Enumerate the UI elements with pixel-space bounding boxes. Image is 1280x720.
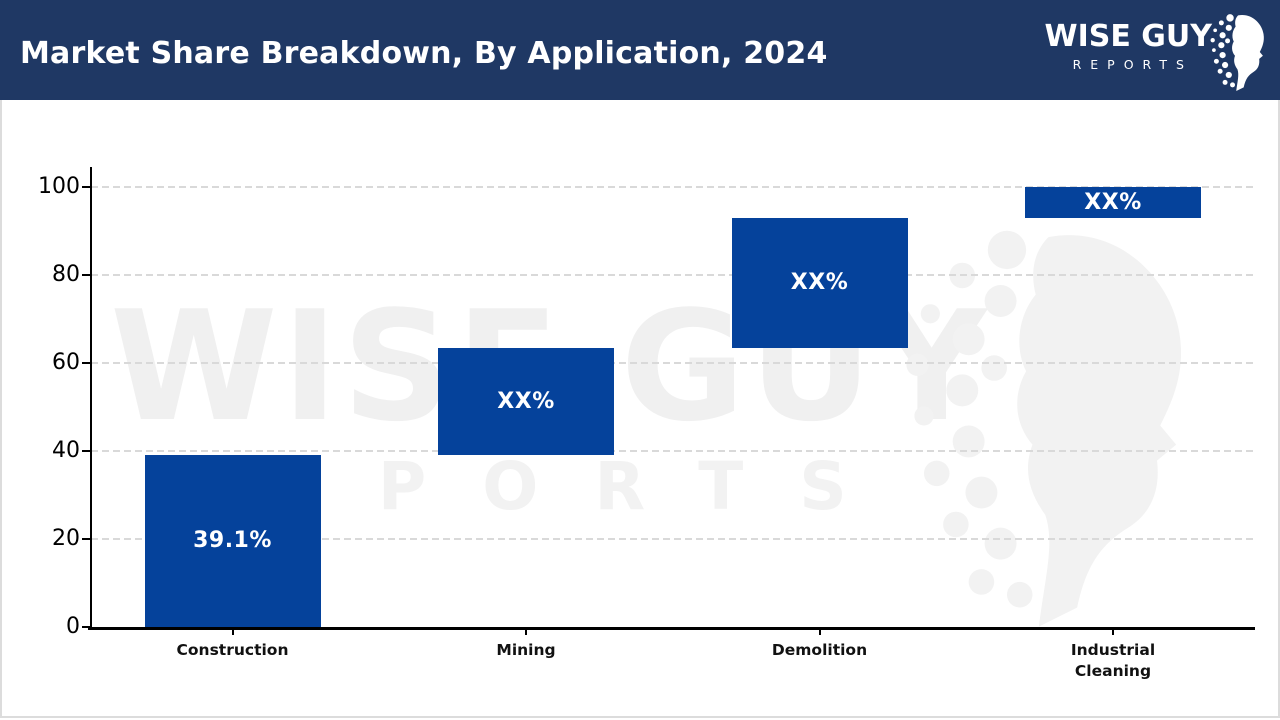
y-tick-40 (82, 450, 90, 452)
x-tick-0 (231, 630, 234, 635)
logo-wordmark-line2: REPORTS (1072, 57, 1193, 72)
logo-head-icon (1210, 14, 1264, 92)
bar-mining: XX% (438, 347, 614, 455)
gridline-40 (91, 450, 1254, 452)
bar-value-label: XX% (790, 270, 849, 296)
bar-industrial-cleaning: XX% (1025, 187, 1201, 219)
chart-area: WISE GUY REPORTS 0 20 40 60 80 100 39.1% Constr… (0, 100, 1280, 718)
bar-value-label: 39.1% (193, 528, 272, 554)
y-tick-20 (82, 538, 90, 540)
x-category-label-2: Demolition (771, 641, 868, 659)
bar-value-label: XX% (1084, 190, 1142, 216)
gridline-80 (91, 274, 1254, 276)
page-title: Market Share Breakdown, By Application, … (20, 36, 828, 71)
x-category-label-0: Construction (176, 641, 289, 659)
y-tick-label-0: 0 (66, 614, 80, 639)
brand-logo: WISE GUY REPORTS (1007, 4, 1272, 96)
y-tick-0 (82, 626, 90, 628)
y-tick-label-40: 40 (52, 438, 80, 463)
logo-wordmark: WISE GUY REPORTS (1044, 20, 1212, 74)
y-axis (90, 167, 92, 627)
gridline-100 (91, 186, 1254, 188)
bar-value-label: XX% (497, 388, 555, 414)
logo-wordmark-line1: WISE GUY (1044, 19, 1212, 54)
x-tick-1 (525, 630, 527, 635)
x-tick-2 (818, 630, 821, 635)
x-tick-3 (1112, 630, 1114, 635)
y-tick-label-20: 20 (52, 526, 80, 551)
x-axis (88, 627, 1255, 630)
bar-demolition: XX% (731, 218, 908, 348)
y-tick-100 (82, 186, 90, 188)
y-tick-80 (82, 274, 90, 276)
x-category-label-3: Industrial Cleaning (1070, 641, 1156, 680)
y-tick-label-100: 100 (38, 174, 80, 199)
y-tick-label-80: 80 (52, 262, 80, 287)
y-tick-60 (82, 362, 90, 364)
y-tick-label-60: 60 (52, 350, 80, 375)
gridline-20 (91, 538, 1254, 540)
gridline-60 (91, 362, 1254, 364)
x-category-label-1: Mining (496, 641, 556, 659)
plot: 0 20 40 60 80 100 39.1% Construction XX% Mining XX… (2, 100, 1278, 716)
bar-construction: 39.1% (144, 454, 321, 627)
header-bar: Market Share Breakdown, By Application, … (0, 0, 1280, 100)
